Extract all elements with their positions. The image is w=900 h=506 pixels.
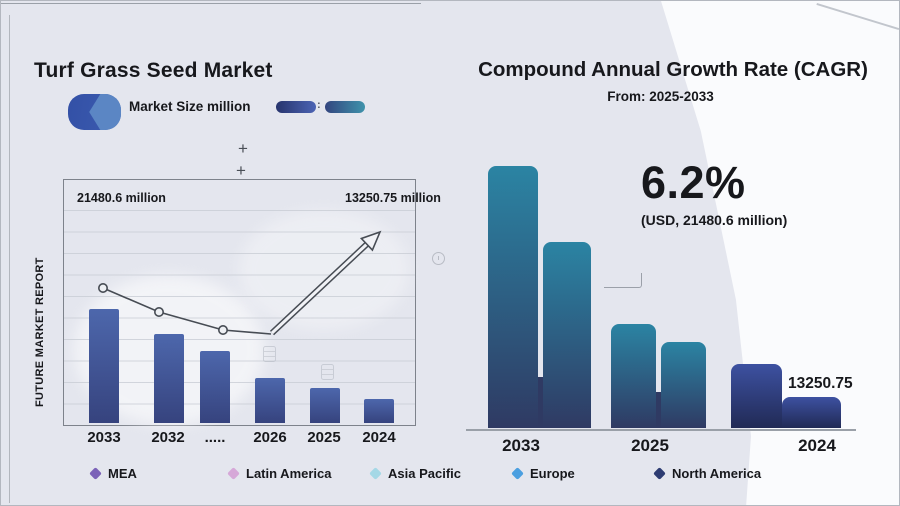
page-title: Turf Grass Seed Market: [34, 59, 273, 82]
cagr-bar-2024-primary: [731, 364, 782, 428]
cagr-title: Compound Annual Growth Rate (CAGR): [478, 58, 868, 81]
cagr-bar-group-2033: [488, 166, 591, 428]
market-size-bar-2024: [364, 399, 394, 423]
document-ghost-icon: [321, 364, 334, 380]
growth-arrow-head: [359, 230, 382, 252]
trend-marker: [218, 325, 229, 336]
legend-diamond-icon: [89, 467, 102, 480]
cagr-x-axis: [466, 429, 856, 431]
market-size-bar-2025: [310, 388, 340, 423]
legend-item-europe: Europe: [511, 466, 575, 481]
cagr-bar-group-2024: [731, 364, 841, 428]
legend-item-mea: MEA: [89, 466, 137, 481]
gridlines: [64, 210, 415, 423]
document-ghost-icon: [263, 346, 276, 362]
clock-icon: [432, 252, 445, 265]
cagr-detail: (USD, 21480.6 million): [641, 212, 788, 228]
legend-diamond-icon: [369, 467, 382, 480]
cagr-x-label: 2033: [502, 436, 540, 455]
cagr-bar-2024-secondary: [782, 397, 841, 428]
legend-item-latin-america: Latin America: [227, 466, 332, 481]
plus-mark-icon: +: [238, 139, 248, 158]
market-size-bar-2032: [154, 334, 184, 423]
market-size-bar-2026: [255, 378, 285, 423]
legend-label: MEA: [108, 466, 137, 481]
legend-diamond-icon: [653, 467, 666, 480]
ratio-separator: :: [317, 99, 321, 111]
market-size-x-label: 2032: [151, 429, 185, 446]
start-value-label: 21480.6 million: [77, 191, 166, 205]
cagr-subtitle: From: 2025-2033: [607, 89, 714, 104]
legend-diamond-icon: [511, 467, 524, 480]
market-size-bars: 2033 2032..... 2026 2025 2024: [64, 180, 415, 446]
market-size-chart-panel: 21480.6 million 13250.75 million 2033 203…: [63, 179, 441, 446]
legend-label: Asia Pacific: [388, 466, 461, 481]
market-size-chip-icon: [68, 94, 121, 130]
top-edge-line: [1, 3, 421, 4]
legend-item-north-america: North America: [653, 466, 762, 481]
market-size-bar-2033: [89, 309, 119, 423]
legend-diamond-icon: [227, 467, 240, 480]
cagr-x-label: 2025: [631, 436, 669, 455]
trend-line: [102, 287, 272, 335]
trend-marker: [97, 283, 108, 294]
left-edge-line: [9, 15, 10, 503]
market-size-x-label: 2026: [253, 429, 287, 446]
step-decoration-line: [604, 273, 642, 288]
growth-arrow-shaft: [270, 242, 369, 335]
cagr-bar-2033-primary: [488, 166, 538, 428]
cagr-bar-connector: [538, 377, 543, 428]
market-size-x-label: 2033: [87, 429, 121, 446]
cagr-bar-2033-secondary: [543, 242, 591, 428]
cagr-value: 6.2%: [641, 157, 746, 208]
market-size-x-label: 2025: [307, 429, 341, 446]
cagr-bar-2025-primary: [611, 324, 656, 428]
ratio-pill-right: [325, 101, 365, 113]
trend-overlay: [97, 230, 382, 336]
cagr-bar-group-2025: [611, 324, 706, 428]
ratio-pill-left: [276, 101, 316, 113]
cagr-bar-connector: [656, 392, 661, 428]
market-size-x-label: 2024: [362, 429, 396, 446]
legend-label: Europe: [530, 466, 575, 481]
cagr-bar-2025-secondary: [661, 342, 706, 428]
series-label: Market Size million: [129, 99, 251, 114]
legend-label: Latin America: [246, 466, 332, 481]
trend-marker: [154, 307, 165, 318]
market-size-bar-.....: [200, 351, 230, 423]
end-value-label: 13250.75 million: [345, 191, 441, 205]
legend-label: North America: [672, 466, 762, 481]
market-size-x-label: .....: [204, 429, 226, 446]
plus-mark-icon: +: [236, 161, 246, 180]
value-callout: 13250.75: [788, 375, 853, 392]
cagr-x-label: 2024: [798, 436, 836, 455]
legend-item-asia-pacific: Asia Pacific: [369, 466, 461, 481]
